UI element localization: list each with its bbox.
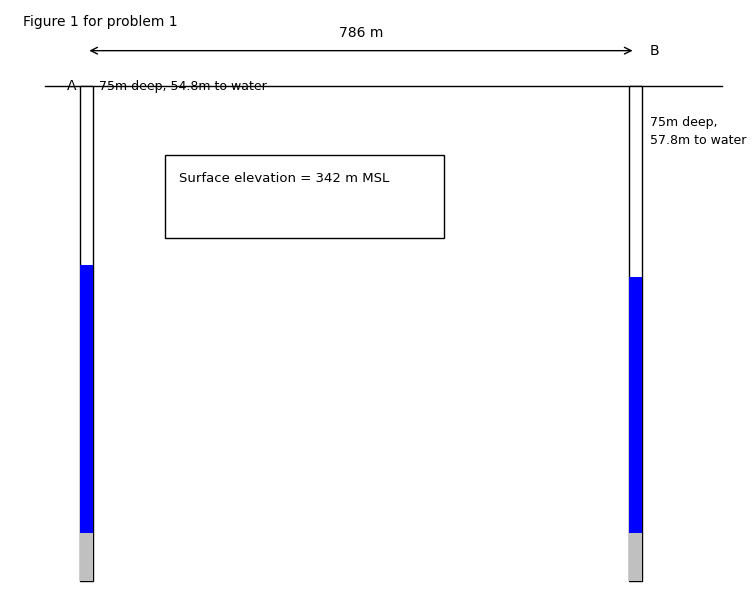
Text: Surface elevation = 342 m MSL: Surface elevation = 342 m MSL bbox=[179, 172, 390, 185]
Text: 75m deep,
57.8m to water: 75m deep, 57.8m to water bbox=[650, 116, 746, 147]
Bar bbox=[165, 155, 444, 238]
Text: 786 m: 786 m bbox=[338, 26, 384, 40]
Bar bbox=[629, 277, 642, 533]
Text: Figure 1 for problem 1: Figure 1 for problem 1 bbox=[23, 15, 177, 29]
Bar bbox=[629, 86, 642, 581]
Text: A: A bbox=[66, 79, 76, 94]
Bar bbox=[80, 265, 93, 533]
Text: B: B bbox=[650, 44, 660, 58]
Text: 75m deep, 54.8m to water: 75m deep, 54.8m to water bbox=[99, 80, 267, 93]
Bar bbox=[80, 533, 93, 581]
Bar bbox=[629, 533, 642, 581]
Bar bbox=[80, 86, 93, 581]
